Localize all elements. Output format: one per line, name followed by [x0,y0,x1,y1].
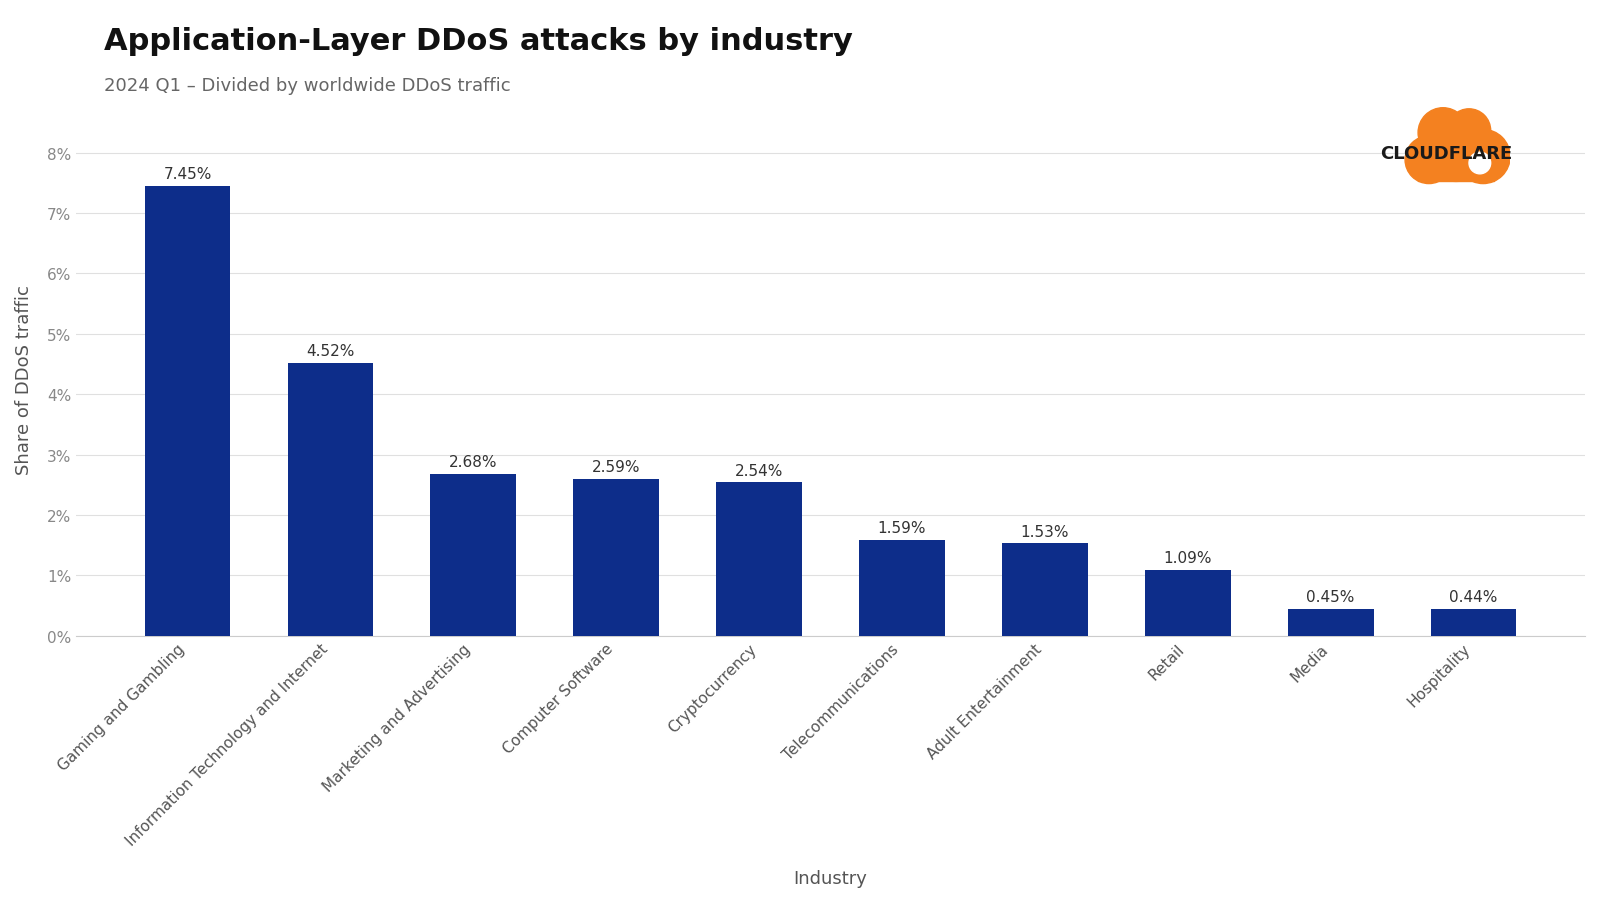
Text: 1.09%: 1.09% [1163,550,1213,566]
Circle shape [1456,130,1510,184]
X-axis label: Industry: Industry [794,869,867,887]
Text: 7.45%: 7.45% [163,167,211,181]
Bar [144,187,230,636]
Bar [1430,610,1517,636]
Text: 2.59%: 2.59% [592,460,640,475]
Circle shape [1405,137,1453,184]
Bar [1146,570,1230,636]
Text: CLOUDFLARE: CLOUDFLARE [1379,144,1512,162]
Circle shape [1469,153,1491,175]
Text: Application-Layer DDoS attacks by industry: Application-Layer DDoS attacks by indust… [104,27,853,56]
Text: 2024 Q1 – Divided by worldwide DDoS traffic: 2024 Q1 – Divided by worldwide DDoS traf… [104,77,510,95]
Text: 1.59%: 1.59% [878,520,926,535]
Bar [859,540,946,636]
Circle shape [1424,117,1488,182]
Text: 2.68%: 2.68% [450,455,498,470]
Text: 0.45%: 0.45% [1307,589,1355,604]
Text: 1.53%: 1.53% [1021,524,1069,538]
Text: 2.54%: 2.54% [734,463,784,478]
Bar [1002,544,1088,636]
Bar [430,474,517,636]
Text: 0.44%: 0.44% [1450,590,1498,604]
Text: 4.52%: 4.52% [306,344,355,358]
Circle shape [1418,108,1467,159]
Bar [1418,144,1494,182]
Circle shape [1448,110,1491,153]
Bar [1288,609,1373,636]
Y-axis label: Share of DDoS traffic: Share of DDoS traffic [14,285,34,474]
Bar [573,480,659,636]
Bar [288,364,373,636]
Bar [717,483,802,636]
